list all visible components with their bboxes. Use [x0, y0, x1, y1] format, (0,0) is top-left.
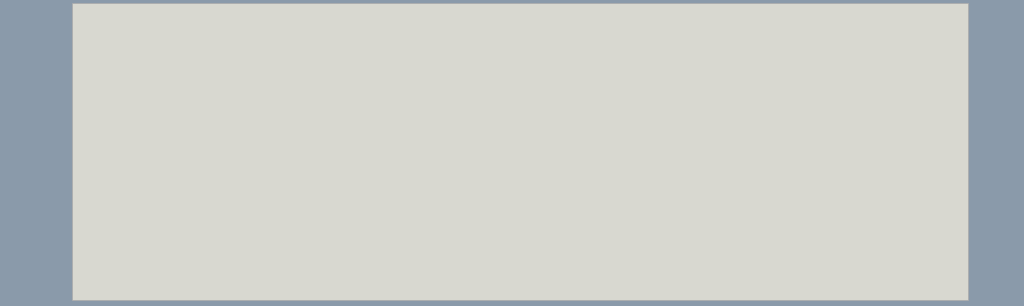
Text: .....upto (n) terms equal to $(3 - \sqrt{5})^n - 3^n$: .....upto (n) terms equal to $(3 - \sqrt…: [569, 195, 793, 213]
Text: C-1.   If C$_0$, C$_1$, C$_2$, ... C$_n$ are the binomial coefficients in the ex: C-1. If C$_0$, C$_1$, C$_2$, ... C$_n$ a…: [90, 123, 628, 139]
Text: coefficients: coefficients: [193, 92, 274, 105]
Text: (iii): (iii): [121, 242, 138, 252]
Text: (ii).: (ii).: [125, 195, 143, 204]
Text: $-C_1(3)^{n-1}(\sqrt{5})^1 + C_2(3)^{n-2}5 - C_3 3^{n-3}(5\sqrt{5})$: $-C_1(3)^{n-1}(\sqrt{5})^1 + C_2(3)^{n-2…: [188, 192, 432, 210]
Text: Section (C) : Summation of series, Variable upper index & Product of binomial: Section (C) : Summation of series, Varia…: [98, 59, 647, 73]
Text: (i): (i): [139, 151, 151, 162]
Text: $\dfrac{(3.2-1)}{2}C_1 + \dfrac{3^2.2^2-1}{2^2}C_2 + \dfrac{3^3.2^3-1}{2^3}C_3 +: $\dfrac{(3.2-1)}{2}C_1 + \dfrac{3^2.2^2-…: [175, 237, 573, 267]
FancyBboxPatch shape: [851, 8, 950, 76]
Text: $\left(1-\dfrac{1}{\sqrt{2}}\right)^{\!n}$: $\left(1-\dfrac{1}{\sqrt{2}}\right)^{\!n…: [698, 147, 764, 176]
Text: 八: 八: [896, 32, 908, 51]
Text: ........ upto (n + 1) terms equal to: ........ upto (n + 1) terms equal to: [426, 150, 606, 160]
Text: $C_0 - \dfrac{C_1}{\sqrt{2}} + \dfrac{C_2}{2} - \dfrac{C_3}{2\sqrt{2}}$: $C_0 - \dfrac{C_1}{\sqrt{2}} + \dfrac{C_…: [197, 147, 308, 177]
Text: Binomial Theorem: Binomial Theorem: [179, 25, 289, 38]
